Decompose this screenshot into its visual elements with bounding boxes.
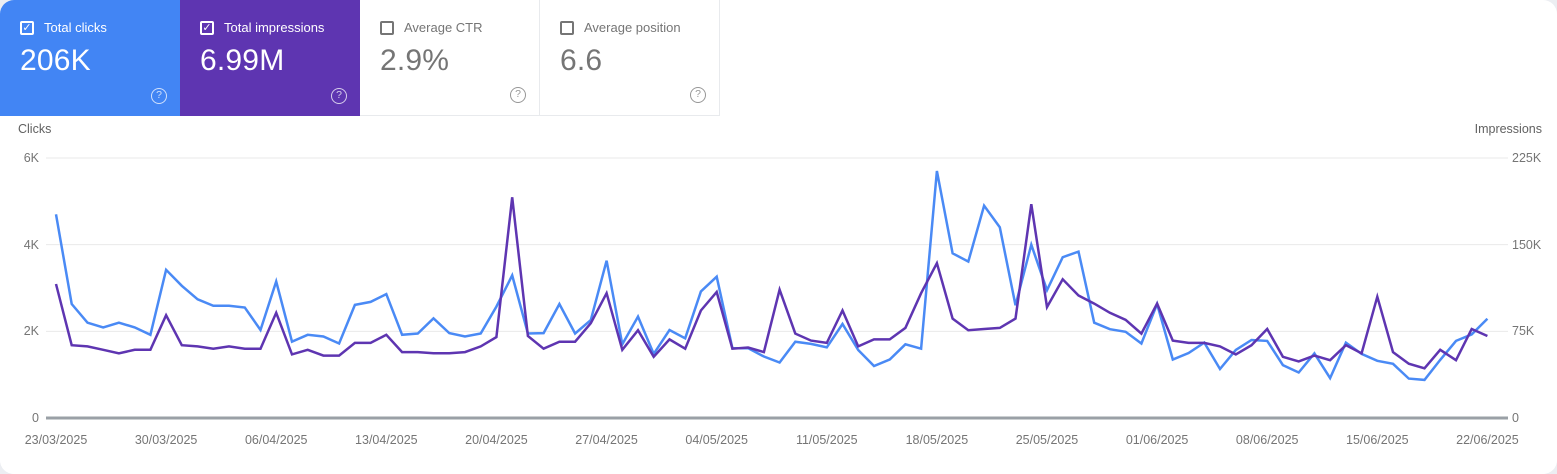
left-axis-tick: 0 [32, 411, 39, 425]
total-impressions-checkbox[interactable]: ✓ [200, 20, 214, 35]
total-clicks-value: 206K [20, 44, 91, 77]
left-axis-tick: 2K [23, 324, 39, 339]
x-axis-label: 20/04/2025 [465, 433, 528, 447]
total-impressions-value: 6.99M [200, 44, 285, 77]
help-icon[interactable]: ? [151, 88, 167, 104]
performance-chart: Clicks Impressions 0 2K 4K 6K 0 75K 150K 225K 2… [0, 116, 1557, 474]
average-ctr-label: Average CTR [404, 20, 483, 35]
x-axis-label: 18/05/2025 [905, 433, 969, 447]
x-axis-label: 11/05/2025 [795, 433, 858, 447]
average-position-label: Average position [584, 20, 681, 35]
metric-cards-row: ✓ Total clicks 206K ? ✓ Total impression… [0, 0, 720, 116]
right-axis-tick: 225K [1512, 151, 1542, 165]
total-impressions-label: Total impressions [224, 20, 325, 35]
x-axis-label: 13/04/2025 [355, 433, 418, 447]
help-icon[interactable]: ? [690, 87, 706, 103]
right-axis-tick: 75K [1512, 324, 1535, 339]
card-average-ctr[interactable]: Average CTR 2.9% ? [360, 0, 540, 116]
left-axis-title: Clicks [18, 122, 52, 136]
average-ctr-value: 2.9% [380, 44, 450, 77]
x-axis-label: 15/06/2025 [1346, 433, 1409, 447]
average-ctr-checkbox[interactable] [380, 20, 394, 35]
total-impressions-line[interactable] [54, 197, 1488, 370]
right-axis-tick: 0 [1512, 411, 1519, 425]
x-axis-label: 23/03/2025 [24, 433, 88, 447]
chart-canvas[interactable] [0, 130, 1557, 440]
left-axis-tick: 6K [23, 151, 39, 165]
x-axis-label: 27/04/2025 [575, 433, 638, 447]
x-axis-label: 01/06/2025 [1125, 433, 1189, 447]
x-axis-label: 25/05/2025 [1015, 433, 1079, 447]
x-axis-label: 08/06/2025 [1235, 433, 1299, 447]
average-position-value: 6.6 [560, 44, 603, 77]
card-total-clicks[interactable]: ✓ Total clicks 206K ? [0, 0, 180, 116]
x-axis-label: 30/03/2025 [134, 433, 198, 447]
x-axis-label: 04/05/2025 [685, 433, 748, 447]
help-icon[interactable]: ? [331, 88, 347, 104]
card-average-position[interactable]: Average position 6.6 ? [540, 0, 720, 116]
right-axis-title: Impressions [1474, 122, 1542, 136]
total-clicks-checkbox[interactable]: ✓ [20, 20, 34, 35]
x-axis-label: 22/06/2025 [1456, 433, 1519, 447]
total-clicks-label: Total clicks [44, 20, 107, 35]
average-position-checkbox[interactable] [560, 20, 574, 35]
right-axis-tick: 150K [1512, 237, 1542, 252]
card-total-impressions[interactable]: ✓ Total impressions 6.99M ? [180, 0, 360, 116]
help-icon[interactable]: ? [510, 87, 526, 103]
left-axis-tick: 4K [23, 237, 39, 252]
x-axis-label: 06/04/2025 [244, 433, 308, 447]
total-clicks-line[interactable] [54, 170, 1489, 382]
